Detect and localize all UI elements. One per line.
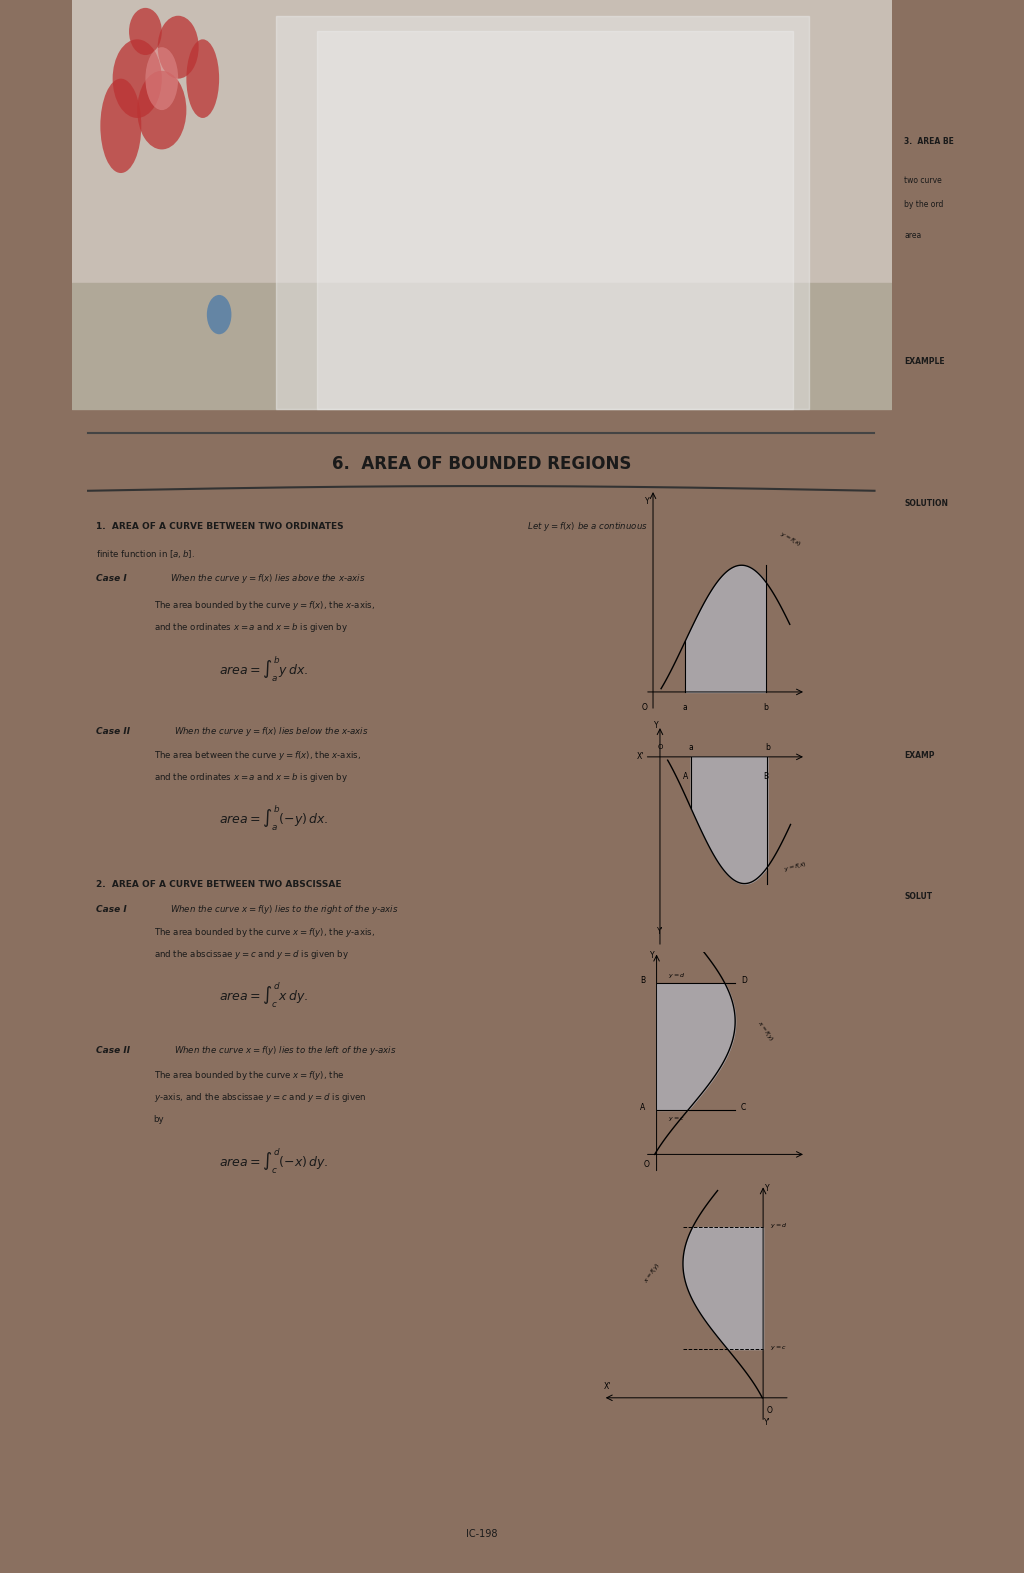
Ellipse shape xyxy=(145,47,178,110)
Bar xyxy=(72,0,891,409)
Text: 1.  AREA OF A CURVE BETWEEN TWO ORDINATES: 1. AREA OF A CURVE BETWEEN TWO ORDINATES xyxy=(96,522,344,532)
Text: by: by xyxy=(154,1115,164,1125)
Text: $area = \int_{a}^{b} (-y)\, dx.$: $area = \int_{a}^{b} (-y)\, dx.$ xyxy=(219,804,329,832)
Text: A: A xyxy=(640,1103,645,1112)
Text: $area = \int_{a}^{b} y\, dx.$: $area = \int_{a}^{b} y\, dx.$ xyxy=(219,654,308,683)
Text: O: O xyxy=(657,744,663,750)
Text: When the curve $y = f(x)$ lies above the $x$-axis: When the curve $y = f(x)$ lies above the… xyxy=(170,573,366,585)
Text: 2.  AREA OF A CURVE BETWEEN TWO ABSCISSAE: 2. AREA OF A CURVE BETWEEN TWO ABSCISSAE xyxy=(96,879,342,889)
Text: O: O xyxy=(642,703,648,713)
Text: SOLUTION: SOLUTION xyxy=(904,499,948,508)
Text: by the ord: by the ord xyxy=(904,200,943,209)
Text: SOLUT: SOLUT xyxy=(904,892,932,901)
Text: $y=c$: $y=c$ xyxy=(669,1115,685,1123)
Text: $area = \int_{c}^{d} (-x)\, dy.$: $area = \int_{c}^{d} (-x)\, dy.$ xyxy=(219,1147,329,1175)
Text: $y$-axis, and the abscissae $y = c$ and $y = d$ is given: $y$-axis, and the abscissae $y = c$ and … xyxy=(154,1092,367,1104)
Text: X': X' xyxy=(637,752,644,761)
Text: and the ordinates $x = a$ and $x = b$ is given by: and the ordinates $x = a$ and $x = b$ is… xyxy=(154,621,348,634)
Text: and the abscissae $y = c$ and $y = d$ is given by: and the abscissae $y = c$ and $y = d$ is… xyxy=(154,949,348,961)
Text: b: b xyxy=(763,703,768,713)
Text: $y=f(x)$: $y=f(x)$ xyxy=(782,859,808,875)
Text: A: A xyxy=(683,772,688,782)
Text: Y: Y xyxy=(645,497,649,507)
Text: IC-198: IC-198 xyxy=(466,1529,497,1538)
Text: The area between the curve $y = f(x)$, the $x$-axis,: The area between the curve $y = f(x)$, t… xyxy=(154,749,360,761)
Text: O: O xyxy=(767,1406,773,1416)
Text: $y=d$: $y=d$ xyxy=(669,971,686,980)
Text: O: O xyxy=(644,1159,649,1169)
Text: $y=c$: $y=c$ xyxy=(770,1343,786,1353)
Text: D: D xyxy=(741,977,746,985)
Text: b: b xyxy=(765,742,770,752)
Text: C: C xyxy=(741,1103,746,1112)
Text: Y: Y xyxy=(765,1183,770,1192)
Text: $x=f(y)$: $x=f(y)$ xyxy=(755,1019,776,1043)
Text: Y: Y xyxy=(650,952,655,960)
Text: The area bounded by the curve $x = f(y)$, the: The area bounded by the curve $x = f(y)$… xyxy=(154,1070,344,1082)
Text: and the ordinates $x = a$ and $x = b$ is given by: and the ordinates $x = a$ and $x = b$ is… xyxy=(154,771,348,783)
Ellipse shape xyxy=(137,71,186,149)
Text: 6.  AREA OF BOUNDED REGIONS: 6. AREA OF BOUNDED REGIONS xyxy=(332,455,631,473)
Text: The area bounded by the curve $x = f(y)$, the $y$-axis,: The area bounded by the curve $x = f(y)$… xyxy=(154,926,375,939)
Ellipse shape xyxy=(158,16,199,79)
Text: area: area xyxy=(904,231,922,241)
Text: B: B xyxy=(764,772,769,782)
Text: $y=f(x)$: $y=f(x)$ xyxy=(778,530,803,549)
Text: $area = \int_{c}^{d} x\, dy.$: $area = \int_{c}^{d} x\, dy.$ xyxy=(219,980,308,1008)
Text: a: a xyxy=(688,742,693,752)
Text: Let $y = f(x)$ be a continuous: Let $y = f(x)$ be a continuous xyxy=(522,521,648,533)
Ellipse shape xyxy=(186,39,219,118)
Text: Case I: Case I xyxy=(96,904,127,914)
Text: a: a xyxy=(683,703,687,713)
Text: Case II: Case II xyxy=(96,1046,130,1055)
Text: Case I: Case I xyxy=(96,574,127,584)
Text: EXAMP: EXAMP xyxy=(904,750,935,760)
Text: 3.  AREA BE: 3. AREA BE xyxy=(904,137,954,146)
Text: When the curve $y = f(x)$ lies below the $x$-axis: When the curve $y = f(x)$ lies below the… xyxy=(174,725,369,738)
Ellipse shape xyxy=(207,296,231,333)
Text: Y': Y' xyxy=(764,1419,771,1427)
Ellipse shape xyxy=(129,8,162,55)
Text: Case II: Case II xyxy=(96,727,130,736)
Ellipse shape xyxy=(113,39,162,118)
Text: X': X' xyxy=(603,1381,611,1391)
Text: finite function in $[a, b]$.: finite function in $[a, b]$. xyxy=(96,547,196,560)
Text: two curve: two curve xyxy=(904,176,942,186)
Text: When the curve $x = f(y)$ lies to the right of the $y$-axis: When the curve $x = f(y)$ lies to the ri… xyxy=(170,903,398,915)
Text: $x=f(y)$: $x=f(y)$ xyxy=(641,1260,663,1285)
Text: EXAMPLE: EXAMPLE xyxy=(904,357,945,367)
Text: When the curve $x = f(y)$ lies to the left of the $y$-axis: When the curve $x = f(y)$ lies to the le… xyxy=(174,1044,396,1057)
Text: The area bounded by the curve $y = f(x)$, the $x$-axis,: The area bounded by the curve $y = f(x)$… xyxy=(154,599,375,612)
Text: Y: Y xyxy=(653,720,658,730)
Text: $y=d$: $y=d$ xyxy=(770,1221,787,1230)
Text: B: B xyxy=(640,977,645,985)
Ellipse shape xyxy=(100,79,141,173)
Text: Y': Y' xyxy=(656,926,664,936)
